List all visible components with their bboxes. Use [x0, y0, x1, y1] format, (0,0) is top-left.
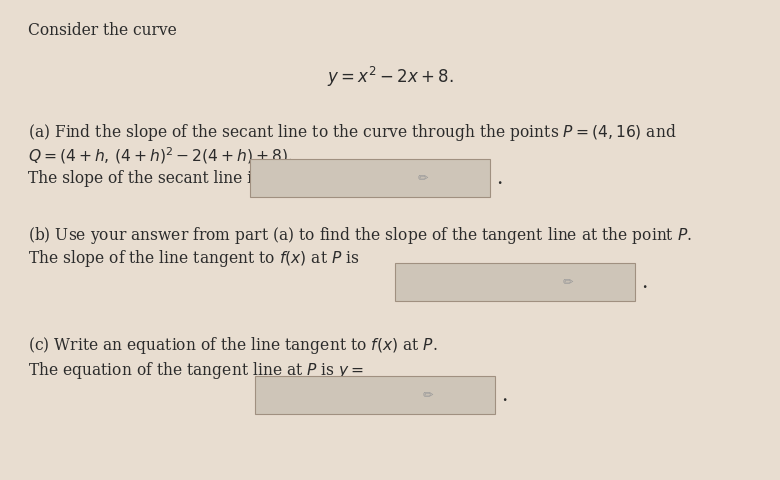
FancyBboxPatch shape	[395, 264, 635, 301]
Text: .: .	[501, 386, 507, 405]
Text: The slope of the line tangent to $f(x)$ at $P$ is: The slope of the line tangent to $f(x)$ …	[28, 248, 360, 268]
Text: ✏: ✏	[417, 172, 428, 185]
Text: The slope of the secant line is: The slope of the secant line is	[28, 169, 260, 187]
Text: ✏: ✏	[423, 389, 433, 402]
FancyBboxPatch shape	[250, 160, 490, 198]
Text: $Q = (4+h,\,(4+h)^2 - 2(4+h) + 8)$.: $Q = (4+h,\,(4+h)^2 - 2(4+h) + 8)$.	[28, 144, 293, 165]
Text: ✏: ✏	[562, 276, 573, 289]
Text: (a) Find the slope of the secant line to the curve through the points $P = (4, 1: (a) Find the slope of the secant line to…	[28, 122, 676, 143]
FancyBboxPatch shape	[255, 376, 495, 414]
Text: $y = x^2 - 2x + 8.$: $y = x^2 - 2x + 8.$	[327, 65, 453, 89]
Text: .: .	[496, 169, 502, 188]
Text: The equation of the tangent line at $P$ is $y=$: The equation of the tangent line at $P$ …	[28, 359, 364, 380]
Text: Consider the curve: Consider the curve	[28, 22, 177, 39]
Text: (c) Write an equation of the line tangent to $f(x)$ at $P$.: (c) Write an equation of the line tangen…	[28, 334, 438, 355]
Text: .: .	[641, 273, 647, 292]
Text: (b) Use your answer from part (a) to find the slope of the tangent line at the p: (b) Use your answer from part (a) to fin…	[28, 225, 692, 245]
